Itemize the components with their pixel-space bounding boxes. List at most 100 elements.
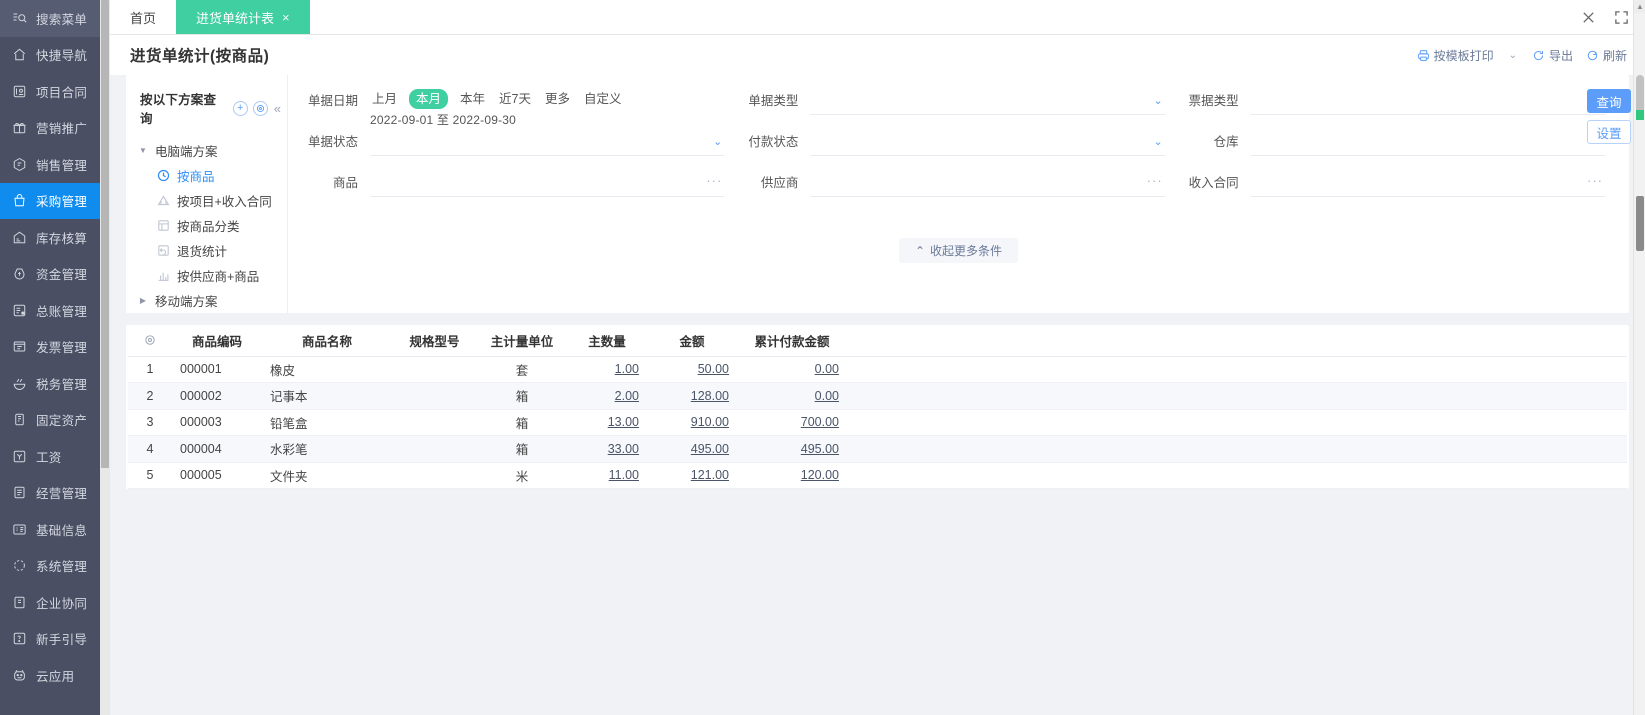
sidebar-item-18[interactable]: 云应用 — [0, 657, 110, 694]
field-input[interactable] — [1250, 89, 1605, 113]
column-settings-cell[interactable] — [128, 325, 172, 357]
sidebar-item-7[interactable]: 资金管理 — [0, 256, 110, 293]
date-quick-0[interactable]: 上月 — [372, 92, 398, 106]
row-qty-link[interactable]: 33.00 — [607, 441, 639, 456]
row-qty-link[interactable]: 13.00 — [607, 415, 639, 430]
date-quick-5[interactable]: 自定义 — [584, 92, 622, 106]
th-code[interactable]: 商品编码 — [172, 325, 262, 357]
sidebar-scrollbar[interactable] — [100, 0, 110, 715]
sidebar-item-1[interactable]: 快捷导航 — [0, 37, 110, 74]
sidebar-item-16[interactable]: 企业协同 — [0, 584, 110, 621]
row-paid-link[interactable]: 700.00 — [800, 415, 839, 430]
field-input[interactable] — [810, 89, 1165, 113]
tree-caret-icon[interactable]: ▼ — [139, 146, 147, 155]
sidebar-item-4[interactable]: 销售管理 — [0, 146, 110, 183]
scheme-item-0-3[interactable]: 退货统计 — [126, 238, 287, 263]
field-input[interactable] — [810, 171, 1165, 195]
sidebar-item-3[interactable]: 营销推广 — [0, 110, 110, 147]
th-name[interactable]: 商品名称 — [262, 325, 392, 357]
close-icon[interactable] — [1581, 10, 1596, 25]
th-amount[interactable]: 金额 — [647, 325, 737, 357]
row-qty-link[interactable]: 2.00 — [614, 388, 639, 403]
sidebar-item-10[interactable]: 税务管理 — [0, 365, 110, 402]
row-paid-link[interactable]: 495.00 — [800, 441, 839, 456]
chevron-down-icon[interactable]: ⌄ — [713, 136, 723, 148]
print-template-button[interactable]: 按模板打印 — [1417, 47, 1494, 64]
date-quick-3[interactable]: 近7天 — [499, 92, 531, 106]
collapse-scheme-pane-icon[interactable]: « — [273, 100, 281, 116]
tree-caret-icon[interactable]: ▶ — [139, 296, 147, 305]
query-button[interactable]: 查询 — [1587, 89, 1631, 113]
scheme-item-0-0[interactable]: 按商品 — [126, 163, 287, 188]
sidebar-item-2[interactable]: 项目合同 — [0, 73, 110, 110]
print-dropdown-caret-icon[interactable]: ⌄ — [1508, 49, 1517, 61]
chevron-down-icon[interactable]: ⌄ — [1153, 136, 1163, 148]
table-row[interactable]: 5 000005 文件夹 米 11.00 121.00 120.00 — [128, 462, 1627, 489]
sidebar-item-17[interactable]: 新手引导 — [0, 621, 110, 658]
tab-1[interactable]: 进货单统计表 × — [176, 0, 310, 34]
row-paid-link[interactable]: 0.00 — [814, 388, 839, 403]
sidebar-item-9[interactable]: 发票管理 — [0, 329, 110, 366]
row-qty-link[interactable]: 1.00 — [614, 362, 639, 377]
th-qty[interactable]: 主数量 — [567, 325, 647, 357]
row-amount-link[interactable]: 495.00 — [690, 441, 729, 456]
scheme-group-0[interactable]: ▼ 电脑端方案 — [126, 138, 287, 163]
th-paid[interactable]: 累计付款金额 — [737, 325, 847, 357]
table-row[interactable]: 3 000003 铅笔盒 箱 13.00 910.00 700.00 — [128, 409, 1627, 436]
table-row[interactable]: 4 000004 水彩笔 箱 33.00 495.00 495.00 — [128, 435, 1627, 463]
export-button[interactable]: 导出 — [1532, 47, 1573, 64]
field-input[interactable] — [370, 130, 725, 154]
date-quick-2[interactable]: 本年 — [460, 92, 486, 106]
row-amount-link[interactable]: 128.00 — [690, 388, 729, 403]
picker-dots-icon[interactable]: ··· — [706, 173, 723, 188]
date-range-text[interactable]: 2022-09-01 至 2022-09-30 — [370, 113, 517, 127]
chevron-down-icon[interactable]: ⌄ — [1153, 95, 1163, 107]
tab-0[interactable]: 首页 — [110, 0, 176, 34]
th-spec[interactable]: 规格型号 — [392, 325, 477, 357]
scheme-settings-icon[interactable] — [252, 100, 268, 116]
sidebar-item-0[interactable]: 搜索菜单 — [0, 0, 110, 37]
collapse-more-button[interactable]: ⌃ 收起更多条件 — [898, 238, 1019, 263]
sidebar-scroll-thumb[interactable] — [101, 0, 109, 468]
add-scheme-icon[interactable]: + — [232, 100, 248, 116]
sidebar-item-6[interactable]: 库存核算 — [0, 219, 110, 256]
row-qty-link[interactable]: 11.00 — [608, 468, 639, 483]
date-quick-4[interactable]: 更多 — [545, 92, 571, 106]
sidebar-item-12[interactable]: 工资 — [0, 438, 110, 475]
field-input[interactable] — [370, 171, 725, 195]
row-amount-link[interactable]: 910.00 — [690, 415, 729, 430]
field-input[interactable] — [810, 130, 1165, 154]
scroll-up-arrow-icon[interactable]: ▲ — [1634, 0, 1645, 13]
column-settings-icon[interactable] — [128, 334, 172, 346]
sidebar-item-8[interactable]: 总账管理 — [0, 292, 110, 329]
scheme-item-0-1[interactable]: 按项目+收入合同 — [126, 188, 287, 213]
sidebar-item-15[interactable]: 系统管理 — [0, 548, 110, 585]
sidebar-item-13[interactable]: 经营管理 — [0, 475, 110, 512]
scheme-group-1[interactable]: ▶ 移动端方案 — [126, 288, 287, 313]
row-amount-link[interactable]: 121.00 — [690, 468, 729, 483]
page-scrollbar[interactable]: ▲ — [1633, 0, 1645, 715]
picker-dots-icon[interactable]: ··· — [1146, 173, 1163, 188]
picker-dots-icon[interactable]: ··· — [1586, 173, 1603, 188]
th-unit[interactable]: 主计量单位 — [477, 325, 567, 357]
page-scroll-thumb-secondary[interactable] — [1636, 196, 1644, 251]
field-input[interactable] — [1250, 130, 1605, 154]
refresh-button[interactable]: 刷新 — [1586, 47, 1627, 64]
sidebar-item-label: 快捷导航 — [36, 49, 88, 64]
sidebar-item-5[interactable]: 采购管理 — [0, 182, 110, 219]
scheme-item-0-2[interactable]: 按商品分类 — [126, 213, 287, 238]
row-amount-link[interactable]: 50.00 — [697, 362, 729, 377]
tab-close-icon[interactable]: × — [282, 9, 290, 25]
row-paid-link[interactable]: 0.00 — [814, 362, 839, 377]
row-paid-link[interactable]: 120.00 — [800, 468, 839, 483]
fullscreen-icon[interactable] — [1614, 10, 1629, 25]
page-scroll-thumb[interactable] — [1636, 75, 1644, 120]
field-input[interactable] — [1250, 171, 1605, 195]
sidebar-item-14[interactable]: 基础信息 — [0, 511, 110, 548]
scheme-item-0-4[interactable]: 按供应商+商品 — [126, 263, 287, 288]
table-row[interactable]: 1 000001 橡皮 套 1.00 50.00 0.00 — [128, 356, 1627, 383]
settings-button[interactable]: 设置 — [1587, 120, 1631, 144]
sidebar-item-11[interactable]: 固定资产 — [0, 402, 110, 439]
table-row[interactable]: 2 000002 记事本 箱 2.00 128.00 0.00 — [128, 382, 1627, 410]
date-quick-1[interactable]: 本月 — [409, 89, 449, 109]
